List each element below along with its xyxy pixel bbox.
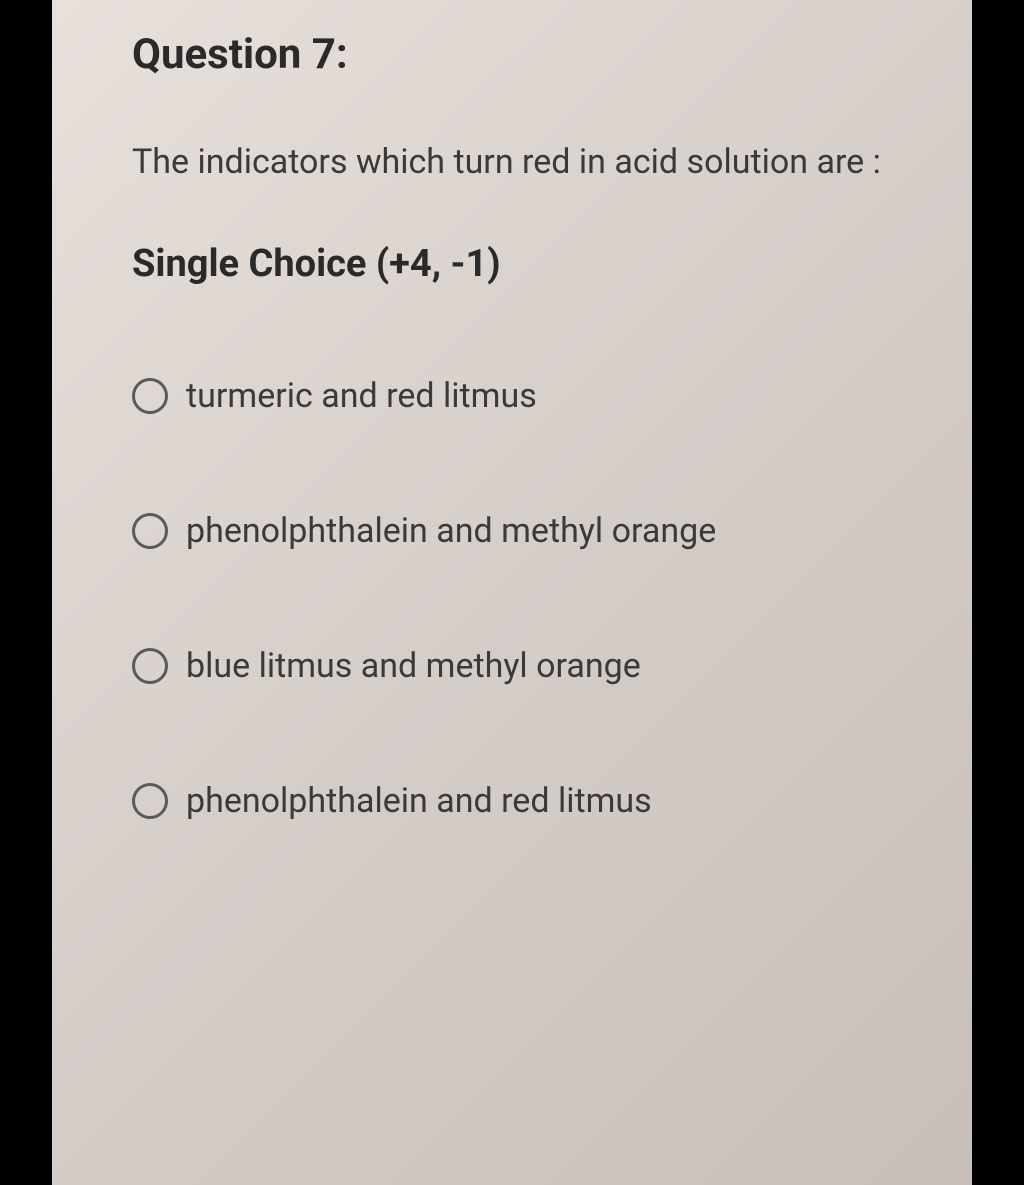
option-label: blue litmus and methyl orange <box>186 646 641 686</box>
radio-icon <box>132 513 168 549</box>
choice-type-label: Single Choice (+4, -1) <box>132 242 922 286</box>
option-row-0[interactable]: turmeric and red litmus <box>132 376 922 416</box>
radio-icon <box>132 648 168 684</box>
question-title: Question 7: <box>132 30 922 79</box>
options-container: turmeric and red litmus phenolphthalein … <box>132 376 922 821</box>
option-row-2[interactable]: blue litmus and methyl orange <box>132 646 922 686</box>
option-row-1[interactable]: phenolphthalein and methyl orange <box>132 511 922 551</box>
radio-icon <box>132 783 168 819</box>
option-label: phenolphthalein and methyl orange <box>186 511 716 551</box>
question-card: Question 7: The indicators which turn re… <box>52 0 972 1185</box>
question-text: The indicators which turn red in acid so… <box>132 139 922 187</box>
radio-icon <box>132 378 168 414</box>
option-label: phenolphthalein and red litmus <box>186 781 652 821</box>
option-label: turmeric and red litmus <box>186 376 537 416</box>
option-row-3[interactable]: phenolphthalein and red litmus <box>132 781 922 821</box>
